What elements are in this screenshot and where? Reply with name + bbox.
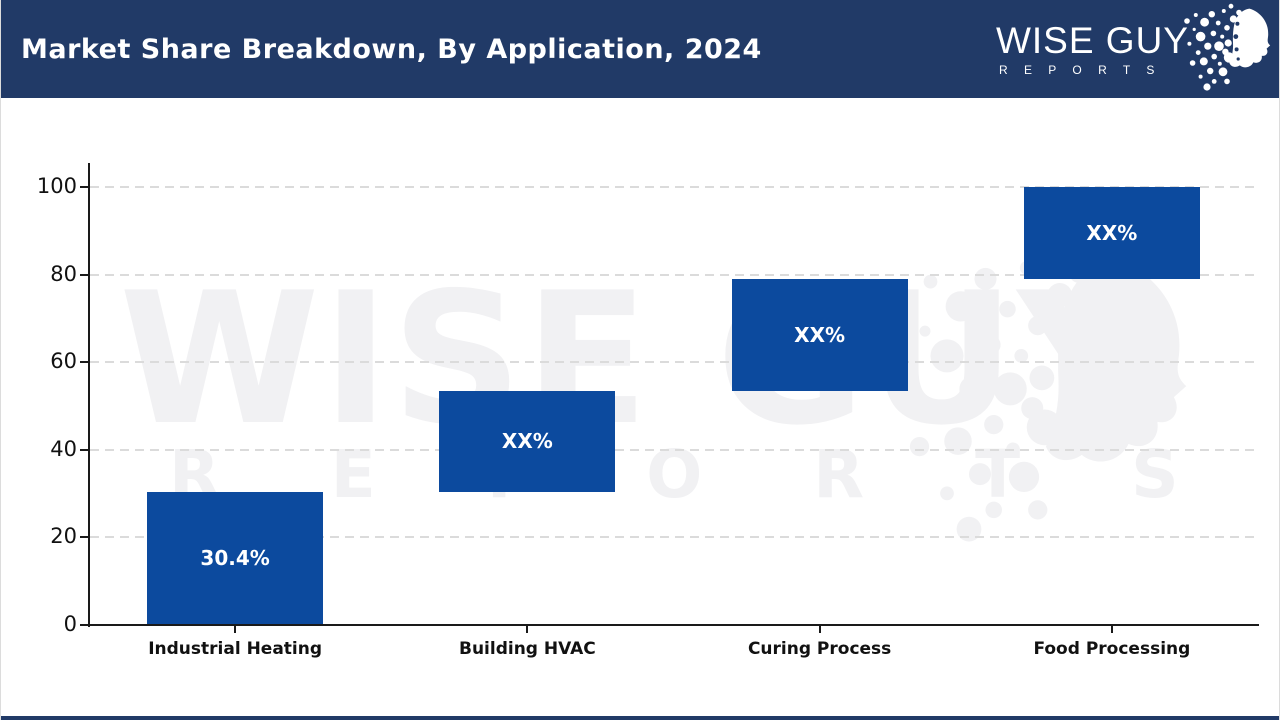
y-tick-label: 80 — [50, 261, 77, 286]
footer-accent-strip — [1, 716, 1279, 720]
gridline-y-40 — [90, 448, 1257, 451]
logo-brand-name: WISE GUY — [995, 19, 1189, 61]
category-label-industrial-heating: Industrial Heating — [148, 639, 323, 659]
watermark-head-dots — [890, 243, 1187, 542]
wise-guy-reports-logo: WISE GUY R E P O R T S — [996, 0, 1279, 98]
y-tick-label: 100 — [36, 174, 77, 198]
bar-building-hvac: XX% — [439, 390, 616, 492]
y-axis-line — [88, 163, 90, 627]
y-tick-label: 0 — [63, 612, 77, 636]
bar-value-label-curing-process: XX% — [794, 323, 846, 348]
gridline-y-20 — [90, 536, 1257, 539]
y-tick-mark — [80, 536, 88, 539]
x-axis-line — [87, 624, 1259, 626]
x-tick-mark — [526, 626, 529, 633]
page-title: Market Share Breakdown, By Application, … — [21, 33, 762, 65]
gridline-y-60 — [90, 361, 1257, 364]
y-tick-mark — [80, 186, 88, 188]
logo-wordmark: WISE GUY R E P O R T S — [996, 22, 1189, 77]
y-tick-mark — [80, 361, 88, 364]
y-tick-label: 20 — [50, 524, 77, 549]
y-tick-mark — [80, 448, 88, 451]
y-tick-mark — [80, 273, 88, 276]
gridline-y-100 — [90, 186, 1257, 188]
logo-brand-subtitle: R E P O R T S — [998, 62, 1161, 77]
x-tick-mark — [234, 626, 237, 633]
y-tick-label: 40 — [50, 436, 77, 461]
bar-value-label-building-hvac: XX% — [501, 429, 553, 454]
logo-head-dots-icon — [1184, 3, 1271, 91]
watermark-text-line1: WISE GUY — [119, 253, 1152, 465]
gridline-y-80 — [90, 273, 1257, 276]
bar-value-label-industrial-heating: 30.4% — [200, 546, 270, 571]
category-label-food-processing: Food Processing — [1033, 639, 1191, 659]
y-tick-label: 60 — [50, 349, 77, 374]
x-tick-mark — [818, 626, 821, 633]
bar-industrial-heating: 30.4% — [147, 491, 324, 625]
category-label-curing-process: Curing Process — [747, 639, 892, 659]
y-tick-mark — [80, 624, 88, 626]
bar-curing-process: XX% — [731, 279, 908, 391]
x-tick-mark — [1110, 626, 1113, 633]
bar-value-label-food-processing: XX% — [1086, 221, 1138, 246]
bar-food-processing: XX% — [1023, 187, 1200, 280]
category-label-building-hvac: Building HVAC — [458, 639, 596, 659]
header-bar: Market Share Breakdown, By Application, … — [1, 0, 1279, 98]
